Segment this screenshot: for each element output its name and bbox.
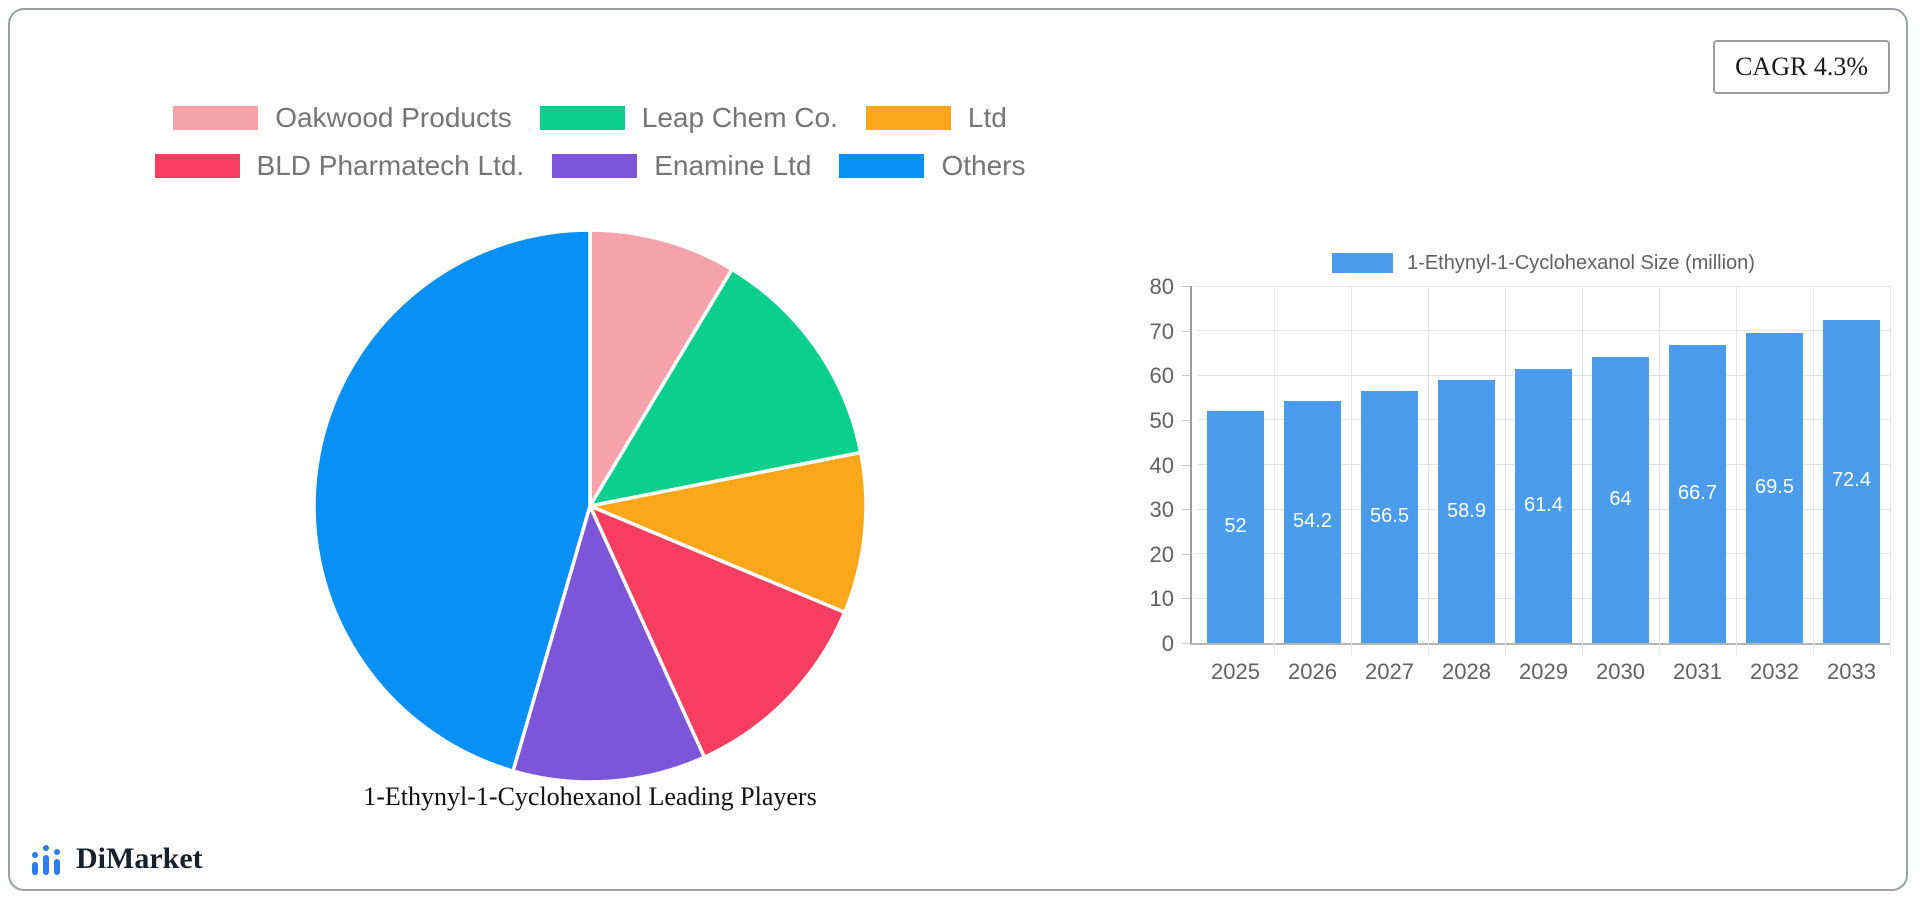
pie-legend-row: Oakwood Products Leap Chem Co. Ltd: [173, 102, 1007, 134]
bar-2032[interactable]: 69.5: [1746, 332, 1803, 643]
y-tick: [1182, 375, 1190, 377]
pie-legend-item[interactable]: Others: [839, 150, 1025, 182]
x-tick-label: 2025: [1211, 659, 1260, 684]
y-tick-label: 80: [1149, 274, 1174, 299]
pie-slice-leap-chem-co-[interactable]: [588, 267, 863, 508]
legend-label: Others: [941, 150, 1026, 181]
y-tick-label: 0: [1161, 631, 1174, 656]
pie-slice-enamine-ltd[interactable]: [511, 504, 707, 784]
y-tick-label: 70: [1149, 318, 1174, 344]
legend-swatch: [865, 106, 951, 130]
bar-2031[interactable]: 66.7: [1669, 345, 1726, 643]
y-tick-label: 10: [1149, 586, 1174, 612]
pie-chart: [312, 228, 868, 784]
legend-swatch: [173, 106, 259, 130]
legend-label: BLD Pharmatech Ltd.: [256, 150, 525, 181]
bar-2028[interactable]: 58.9: [1438, 380, 1495, 643]
pie-legend: Oakwood Products Leap Chem Co. Ltd BLD Phar…: [154, 102, 1025, 182]
y-tick: [1182, 553, 1190, 555]
y-tick: [1182, 643, 1190, 644]
bar-value-label: 64: [1609, 488, 1632, 511]
x-tick-label: 2030: [1596, 659, 1645, 684]
x-tick-label: 2031: [1673, 659, 1722, 684]
pie-title: 1-Ethynyl-1-Cyclohexanol Leading Players: [363, 782, 817, 811]
bar-2027[interactable]: 56.5: [1361, 390, 1418, 643]
brand-logo: DiMarket: [32, 843, 203, 875]
report-card: CAGR 4.3% Oakwood Products Leap Chem Co. L…: [8, 8, 1908, 891]
y-tick-label: 30: [1149, 497, 1174, 523]
y-tick-label: 40: [1149, 452, 1174, 478]
bar-2030[interactable]: 64: [1592, 357, 1649, 643]
y-tick-label: 50: [1149, 407, 1174, 433]
bar-value-label: 56.5: [1370, 504, 1409, 527]
bar-legend-swatch: [1332, 253, 1394, 273]
gridline: [1197, 285, 1890, 287]
y-tick: [1182, 286, 1190, 287]
bar-legend[interactable]: 1-Ethynyl-1-Cyclohexanol Size (million): [1197, 250, 1890, 276]
bar-value-label: 58.9: [1447, 499, 1486, 522]
gridline: [1350, 286, 1352, 655]
bar-2029[interactable]: 61.4: [1515, 369, 1572, 643]
x-tick-label: 2028: [1442, 659, 1491, 684]
bar-value-label: 66.7: [1678, 482, 1717, 505]
x-tick-label: 2032: [1750, 659, 1799, 684]
brand-name: DiMarket: [76, 842, 203, 875]
gridline: [1889, 286, 1891, 655]
legend-swatch: [839, 154, 925, 178]
bar-value-label: 52: [1224, 514, 1247, 537]
cagr-badge: CAGR 4.3%: [1713, 40, 1890, 94]
x-tick-label: 2033: [1827, 659, 1876, 684]
pie-legend-row: BLD Pharmatech Ltd. Enamine Ltd Others: [154, 150, 1025, 182]
gridline: [1581, 286, 1583, 655]
y-tick: [1182, 464, 1190, 466]
bar-x-axis-line: [1190, 643, 1890, 645]
gridline: [1427, 286, 1429, 655]
legend-label: Ltd: [967, 102, 1007, 133]
pie-slice-ltd[interactable]: [588, 450, 868, 615]
pie-legend-item[interactable]: Leap Chem Co.: [539, 102, 838, 134]
legend-swatch: [154, 154, 240, 178]
y-tick: [1182, 598, 1190, 600]
gridline: [1735, 286, 1737, 655]
pie-legend-item[interactable]: BLD Pharmatech Ltd.: [154, 150, 525, 182]
legend-swatch: [539, 106, 625, 130]
y-tick-label: 60: [1149, 363, 1174, 389]
bar-y-axis-line: [1190, 286, 1192, 645]
gridline: [1812, 286, 1814, 655]
bar-legend-label: 1-Ethynyl-1-Cyclohexanol Size (million): [1407, 251, 1755, 274]
bar-value-label: 54.2: [1293, 510, 1332, 533]
gridline: [1504, 286, 1506, 655]
gridline: [1197, 330, 1890, 332]
pie-slice-others[interactable]: [312, 228, 592, 773]
pie-slice-bld-pharmatech-ltd-[interactable]: [588, 504, 847, 759]
bar-chart-icon: [32, 843, 66, 875]
gridline: [1658, 286, 1660, 655]
x-tick-label: 2026: [1288, 659, 1337, 684]
y-tick: [1182, 330, 1190, 332]
bar-value-label: 69.5: [1755, 475, 1794, 498]
legend-label: Leap Chem Co.: [641, 102, 838, 133]
y-tick: [1182, 509, 1190, 511]
y-tick-label: 20: [1149, 541, 1174, 567]
bar-2025[interactable]: 52: [1207, 410, 1264, 643]
pie-slice-oakwood-products[interactable]: [588, 228, 734, 508]
x-tick-label: 2029: [1519, 659, 1568, 684]
legend-swatch: [552, 154, 638, 178]
pie-legend-item[interactable]: Enamine Ltd: [552, 150, 811, 182]
y-tick: [1182, 419, 1190, 421]
pie-legend-item[interactable]: Ltd: [865, 102, 1007, 134]
legend-label: Enamine Ltd: [654, 150, 812, 181]
legend-label: Oakwood Products: [275, 102, 512, 133]
bar-value-label: 61.4: [1524, 494, 1563, 516]
pie-legend-item[interactable]: Oakwood Products: [173, 102, 512, 134]
bar-value-label: 72.4: [1832, 469, 1871, 492]
bar-plot-area: 52 54.2 56.5 58.9 61.4 64 66.7 69.5 72.4: [1197, 285, 1891, 655]
bar-2033[interactable]: 72.4: [1823, 319, 1880, 643]
gridline: [1273, 286, 1275, 655]
bar-2026[interactable]: 54.2: [1284, 401, 1341, 643]
x-tick-label: 2027: [1365, 659, 1414, 684]
